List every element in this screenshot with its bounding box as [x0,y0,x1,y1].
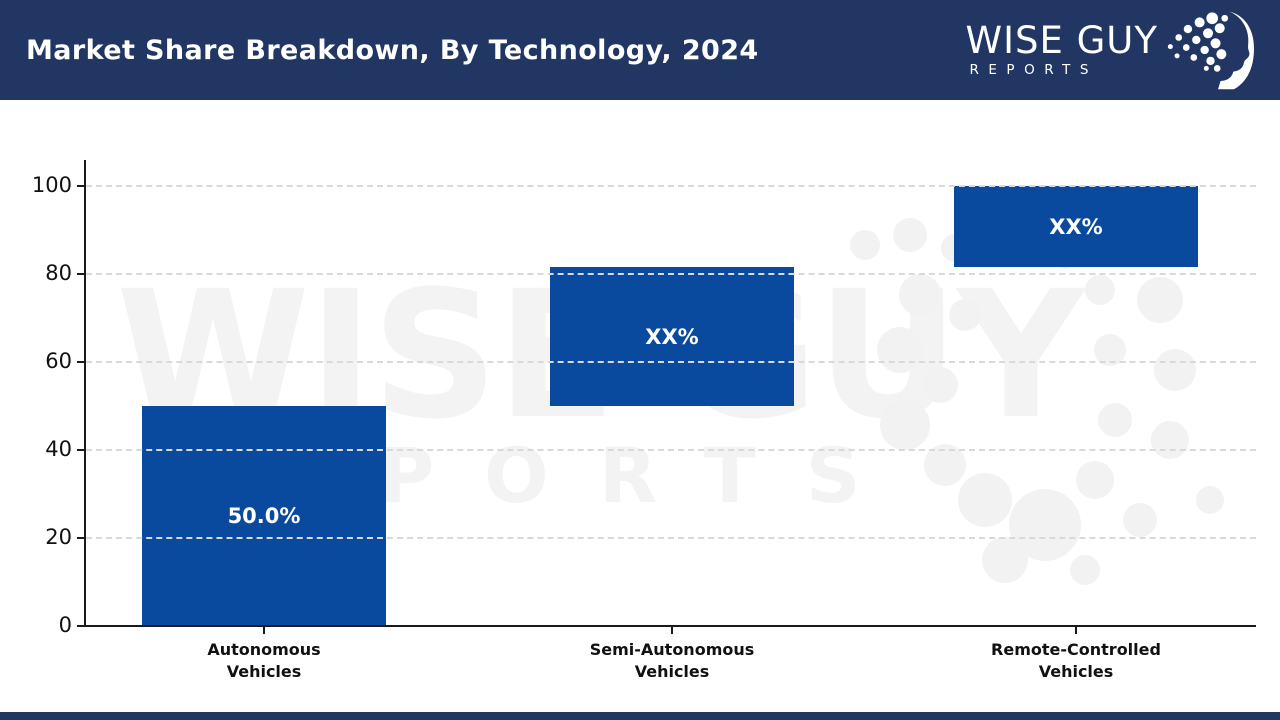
bar-value-label: XX% [645,324,699,349]
gridline-y20 [86,537,1256,539]
y-tick-label-0: 0 [58,613,72,637]
y-tick-mark-0 [77,625,85,627]
y-tick-mark-60 [77,361,85,363]
category-label-3: Remote-Controlled Vehicles [991,640,1161,681]
bar-semi-autonomous-vehicles: XX% [550,267,794,406]
category-label-1: Autonomous Vehicles [207,640,321,681]
brand-name: WISE GUY [965,19,1158,62]
x-tick-mark-1 [263,626,265,634]
y-tick-label-60: 60 [45,349,72,373]
gridline-y40 [86,449,1256,451]
brand-logo: WISE GUY REPORTS [966,8,1254,92]
footer-bar [0,712,1280,720]
y-tick-mark-40 [77,449,85,451]
y-tick-mark-80 [77,273,85,275]
bar-value-label: XX% [1049,214,1103,239]
x-axis-line [84,625,1256,627]
page-title: Market Share Breakdown, By Technology, 2… [26,34,759,66]
y-tick-label-80: 80 [45,261,72,285]
x-tick-mark-2 [671,626,673,634]
y-tick-label-20: 20 [45,525,72,549]
y-tick-mark-100 [77,185,85,187]
watermark-face-icon [850,218,1224,585]
y-tick-mark-20 [77,537,85,539]
x-tick-mark-3 [1075,626,1077,634]
brand-subname: REPORTS [969,62,1098,78]
gridline-y100 [86,185,1256,187]
brand-face-icon [1167,11,1254,90]
gridline-y60 [86,361,1256,363]
category-label-2: Semi-Autonomous Vehicles [589,640,755,681]
y-tick-label-100: 100 [31,173,72,197]
bar-remote-controlled-vehicles: XX% [954,186,1198,268]
header: Market Share Breakdown, By Technology, 2… [0,0,1280,100]
y-tick-label-40: 40 [45,437,72,461]
bar-autonomous-vehicles: 50.0% [142,406,386,626]
gridline-y80 [86,273,1256,275]
y-axis-line [84,160,86,627]
bar-value-label: 50.0% [227,504,301,528]
